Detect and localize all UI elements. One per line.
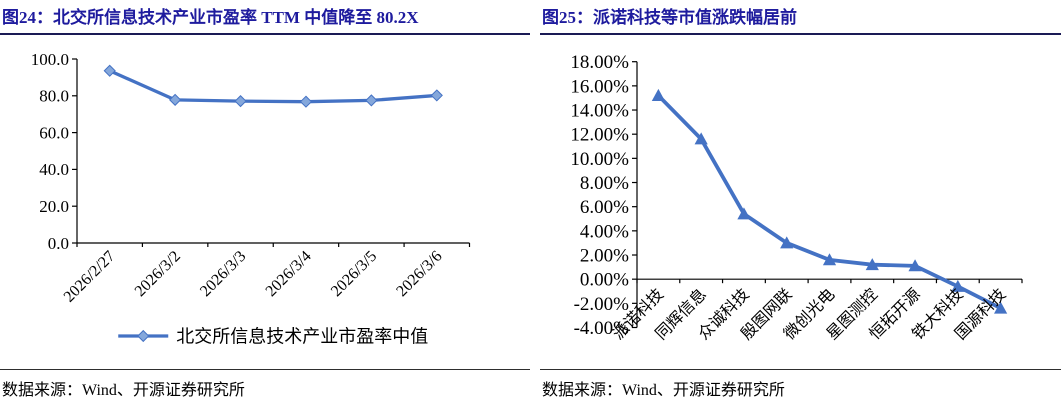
svg-text:2026/2/27: 2026/2/27 <box>61 248 119 306</box>
svg-text:6.00%: 6.00% <box>580 197 629 218</box>
svg-text:60.0: 60.0 <box>39 123 69 142</box>
svg-text:0.0: 0.0 <box>48 234 69 253</box>
figure-24-source: 数据来源：Wind、开源证券研究所 <box>0 369 530 400</box>
figure-24-panel: 图24：北交所信息技术产业市盈率 TTM 中值降至 80.2X 100.0 80.… <box>0 0 530 406</box>
svg-text:2026/3/6: 2026/3/6 <box>393 248 445 300</box>
svg-text:8.00%: 8.00% <box>580 173 629 194</box>
svg-text:16.00%: 16.00% <box>570 76 629 97</box>
svg-text:18.00%: 18.00% <box>570 52 629 73</box>
svg-text:4.00%: 4.00% <box>580 221 629 242</box>
svg-text:2026/3/2: 2026/3/2 <box>132 248 184 300</box>
figure-25-panel: 图25：派诺科技等市值涨跌幅居前 18.00% 16.00% 14.00% 12.00… <box>540 0 1061 406</box>
svg-text:12.00%: 12.00% <box>570 125 629 146</box>
figure-25-source: 数据来源：Wind、开源证券研究所 <box>540 369 1061 400</box>
svg-text:2026/3/4: 2026/3/4 <box>263 248 315 300</box>
figure-24-title: 图24：北交所信息技术产业市盈率 TTM 中值降至 80.2X <box>0 0 530 35</box>
svg-text:北交所信息技术产业市盈率中值: 北交所信息技术产业市盈率中值 <box>176 326 428 346</box>
figure-25-title: 图25：派诺科技等市值涨跌幅居前 <box>540 0 1061 35</box>
svg-text:2.00%: 2.00% <box>580 245 629 266</box>
svg-text:-2.00%: -2.00% <box>574 294 630 315</box>
svg-text:-4.00%: -4.00% <box>574 318 630 339</box>
svg-text:14.00%: 14.00% <box>570 100 629 121</box>
svg-text:2026/3/5: 2026/3/5 <box>328 248 380 300</box>
svg-text:10.00%: 10.00% <box>570 149 629 170</box>
market-cap-change-line-chart: 18.00% 16.00% 14.00% 12.00% 10.00% 8.00% 6.00%… <box>570 52 1023 343</box>
svg-text:0.00%: 0.00% <box>580 270 629 291</box>
svg-text:40.0: 40.0 <box>39 160 69 179</box>
svg-text:2026/3/3: 2026/3/3 <box>197 248 249 300</box>
svg-text:100.0: 100.0 <box>31 50 69 69</box>
svg-text:80.0: 80.0 <box>39 87 69 106</box>
svg-text:20.0: 20.0 <box>39 197 69 216</box>
